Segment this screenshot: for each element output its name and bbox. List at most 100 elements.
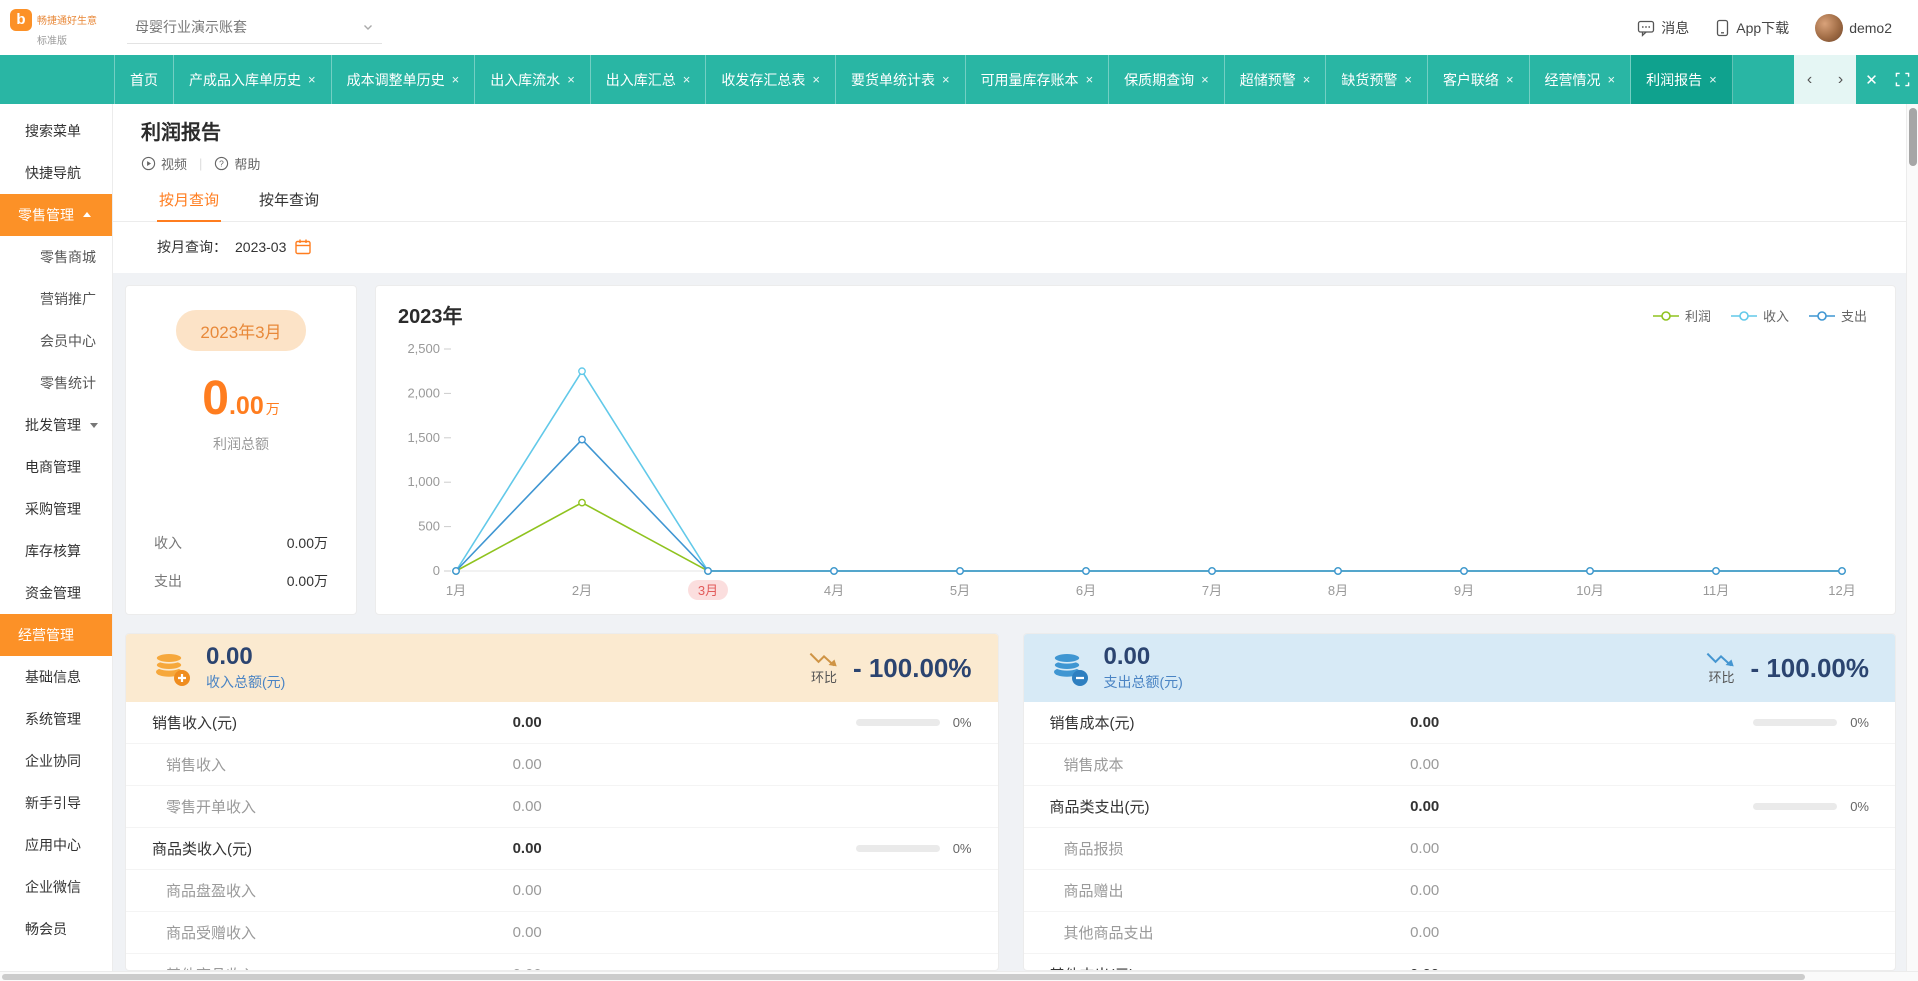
expense-card: 0.00 支出总额(元) 环比 - 100.00% — [1022, 633, 1896, 971]
query-tab[interactable]: 按年查询 — [257, 183, 321, 221]
stat-row-value: 0.00 — [1410, 714, 1440, 731]
toolbar-divider: | — [199, 156, 203, 171]
tab-close-icon[interactable]: × — [812, 72, 820, 87]
expense-row: 商品报损 0.00 — [1023, 828, 1895, 870]
messages-button[interactable]: 消息 — [1637, 18, 1689, 38]
workspace-tab[interactable]: 出入库流水 × — [475, 55, 591, 104]
progress-bar — [855, 845, 940, 852]
stat-row-label: 商品报损 — [1063, 841, 1124, 858]
tab-close-icon[interactable]: × — [567, 72, 575, 87]
vertical-scrollbar[interactable] — [1906, 104, 1918, 971]
workspace-tab[interactable]: 缺货预警 × — [1326, 55, 1428, 104]
workspace-tab[interactable]: 客户联络 × — [1428, 55, 1530, 104]
user-menu[interactable]: demo2 — [1815, 13, 1892, 42]
horizontal-scrollbar[interactable] — [0, 971, 1918, 981]
month-filter-label: 按月查询： — [157, 239, 227, 255]
sidebar-item-label: 企业协同 — [25, 753, 81, 769]
tab-close-icon[interactable]: × — [308, 72, 316, 87]
income-row: 商品盘盈收入 0.00 — [126, 870, 998, 912]
tab-label: 首页 — [130, 71, 158, 88]
tab-close-icon[interactable]: × — [1302, 72, 1311, 87]
stat-row-label: 销售收入(元) — [152, 715, 237, 732]
stat-row-value: 0.00 — [512, 798, 542, 815]
chart-title: 2023年 — [398, 306, 463, 328]
sidebar-item[interactable]: 搜索菜单 — [0, 110, 112, 152]
sidebar-item[interactable]: 新手引导 — [0, 782, 112, 824]
tab-close-icon[interactable]: × — [451, 72, 460, 87]
workspace-tab[interactable]: 产成品入库单历史 × — [174, 55, 332, 104]
workspace-tab[interactable]: 要货单统计表 × — [836, 55, 966, 104]
sidebar-item[interactable]: 经营管理 — [0, 614, 112, 656]
profit-line-chart: 0 500 1,000 1,500 2,000 2,500 1月 2月 3月 4月 5月 6月 7月 8月… — [407, 341, 1856, 600]
sidebar-item[interactable]: 畅会员 — [0, 908, 112, 950]
sidebar-item[interactable]: 系统管理 — [0, 698, 112, 740]
chart-legend: 利润 收入 支出 — [1652, 306, 1867, 325]
tab-close-icon[interactable]: × — [1085, 72, 1094, 87]
chevron-down-icon — [364, 25, 372, 30]
close-all-tabs-button[interactable]: ✕ — [1865, 71, 1878, 89]
sidebar-item[interactable]: 会员中心 — [0, 320, 112, 362]
tab-close-icon[interactable]: × — [1607, 72, 1616, 87]
app-download-button[interactable]: App下载 — [1715, 18, 1789, 38]
account-select[interactable]: 母婴行业演示账套 — [127, 12, 382, 44]
sidebar-item[interactable]: 采购管理 — [0, 488, 112, 530]
progress-percent: 0% — [1850, 799, 1869, 814]
sidebar-item[interactable]: 电商管理 — [0, 446, 112, 488]
fullscreen-button[interactable] — [1887, 55, 1918, 104]
calendar-icon[interactable] — [294, 238, 312, 256]
svg-text:10月: 10月 — [1576, 583, 1603, 598]
video-button[interactable]: 视频 — [141, 154, 187, 173]
tab-close-icon[interactable]: × — [1201, 72, 1209, 87]
sidebar-item[interactable]: 库存核算 — [0, 530, 112, 572]
vertical-scrollbar-thumb[interactable] — [1909, 108, 1917, 166]
sidebar-item[interactable]: 基础信息 — [0, 656, 112, 698]
sidebar-item[interactable]: 资金管理 — [0, 572, 112, 614]
sidebar-item[interactable]: 营销推广 — [0, 278, 112, 320]
workspace-tab[interactable]: 超储预警 × — [1225, 55, 1327, 104]
horizontal-scrollbar-thumb[interactable] — [2, 974, 1805, 980]
workspace-tab[interactable]: 成本调整单历史 × — [332, 55, 476, 104]
expense-card-header: 0.00 支出总额(元) 环比 - 100.00% — [1023, 634, 1895, 702]
workspace-tab[interactable]: 利润报告 × — [1631, 55, 1733, 104]
tabs-scroll-left-button[interactable]: ‹ — [1794, 55, 1825, 104]
summary-row: 支出 0.00万 — [148, 562, 334, 600]
sidebar-item[interactable]: 零售商城 — [0, 236, 112, 278]
tabs-scroll-right-button[interactable]: › — [1825, 55, 1856, 104]
month-filter: 按月查询： 2023-03 — [113, 222, 1906, 273]
sidebar-item[interactable]: 零售统计 — [0, 362, 112, 404]
tab-close-icon[interactable]: × — [1709, 72, 1717, 87]
stat-row-label: 商品类收入(元) — [152, 841, 252, 858]
workspace-tab[interactable]: 可用量库存账本 × — [966, 55, 1110, 104]
legend-item[interactable]: 支出 — [1808, 306, 1867, 325]
income-rows: 销售收入(元) 0.00 0% 销售收入 0.00 — [126, 702, 998, 970]
query-tab[interactable]: 按月查询 — [157, 183, 222, 222]
username: demo2 — [1849, 19, 1892, 36]
workspace-tab[interactable]: 经营情况 × — [1530, 55, 1632, 104]
tab-close-icon[interactable]: × — [1404, 72, 1412, 87]
workspace-tab[interactable]: 出入库汇总 × — [591, 55, 707, 104]
help-button[interactable]: ? 帮助 — [214, 154, 260, 173]
tab-close-icon[interactable]: × — [941, 72, 950, 87]
sidebar-item-label: 快捷导航 — [25, 165, 81, 181]
legend-item[interactable]: 利润 — [1652, 306, 1711, 325]
income-row: 其他商品收入 0.00 — [126, 954, 998, 970]
svg-text:2月: 2月 — [572, 583, 592, 598]
workspace-tab[interactable]: 收发存汇总表 × — [706, 55, 836, 104]
sidebar-item[interactable]: 快捷导航 — [0, 152, 112, 194]
sidebar-item[interactable]: 企业协同 — [0, 740, 112, 782]
sidebar-item[interactable]: 企业微信 — [0, 866, 112, 908]
month-filter-value[interactable]: 2023-03 — [235, 239, 287, 255]
avatar — [1815, 13, 1844, 42]
legend-item[interactable]: 收入 — [1730, 306, 1789, 325]
sidebar-item[interactable]: 批发管理 — [0, 404, 112, 446]
svg-text:1,500: 1,500 — [407, 430, 440, 445]
tab-close-icon[interactable]: × — [1505, 72, 1514, 87]
svg-text:9月: 9月 — [1454, 583, 1474, 598]
sidebar-item[interactable]: 应用中心 — [0, 824, 112, 866]
page-toolbar: 视频 | ? 帮助 — [113, 145, 1906, 175]
workspace-tab[interactable]: 保质期查询 × — [1109, 55, 1225, 104]
workspace-tab[interactable]: 首页 × — [114, 55, 174, 104]
sidebar-item[interactable]: 零售管理 — [0, 194, 112, 236]
tab-close-icon[interactable]: × — [682, 72, 691, 87]
stat-row-progress: 0% — [1753, 799, 1869, 814]
